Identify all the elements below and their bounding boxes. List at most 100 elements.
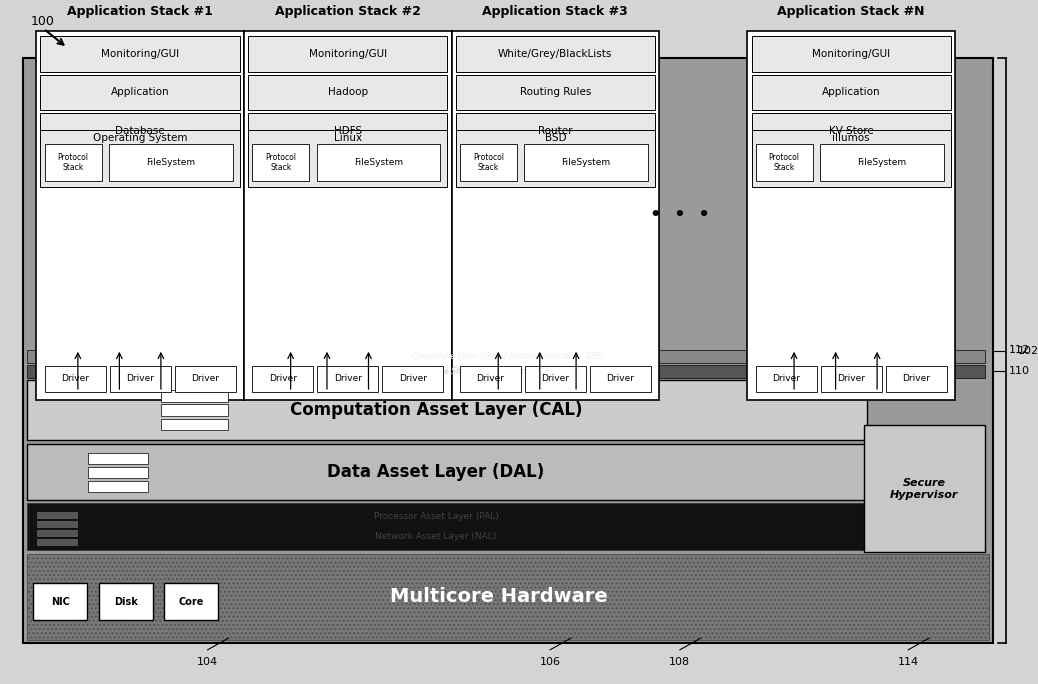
Bar xyxy=(248,113,447,148)
Bar xyxy=(456,36,655,72)
Text: Application Stack #1: Application Stack #1 xyxy=(67,5,213,18)
Text: Driver: Driver xyxy=(902,374,930,384)
Bar xyxy=(45,366,106,392)
Bar xyxy=(456,130,655,187)
Text: Driver: Driver xyxy=(476,374,504,384)
Text: BSD: BSD xyxy=(545,133,566,144)
Bar xyxy=(23,58,993,643)
Bar xyxy=(40,130,240,187)
Text: Application: Application xyxy=(822,88,880,97)
Text: Earthplane Shim (Virtualization Interface - VT-x, VT-d): Earthplane Shim (Virtualization Interfac… xyxy=(407,367,610,376)
Text: Protocol
Stack: Protocol Stack xyxy=(473,153,503,172)
Bar xyxy=(36,31,244,400)
Text: Protocol
Stack: Protocol Stack xyxy=(266,153,296,172)
Text: Driver: Driver xyxy=(191,374,219,384)
Text: FileSystem: FileSystem xyxy=(562,158,610,167)
Text: HDFS: HDFS xyxy=(333,126,362,135)
Text: Driver: Driver xyxy=(334,374,361,384)
Bar xyxy=(456,113,655,148)
Bar xyxy=(752,75,951,110)
Bar xyxy=(821,366,881,392)
Bar xyxy=(40,75,240,110)
Text: Protocol
Stack: Protocol Stack xyxy=(58,153,88,172)
Bar xyxy=(45,144,102,181)
Text: Driver: Driver xyxy=(269,374,297,384)
Text: Operating System: Operating System xyxy=(92,133,188,144)
Bar xyxy=(252,366,313,392)
Text: Routing Rules: Routing Rules xyxy=(520,88,591,97)
Bar xyxy=(864,425,985,552)
Text: Driver: Driver xyxy=(838,374,865,384)
Text: Monitoring/GUI: Monitoring/GUI xyxy=(101,49,180,59)
Bar xyxy=(248,36,447,72)
Text: Computation Asset Layer (CAL): Computation Asset Layer (CAL) xyxy=(290,402,582,419)
Bar xyxy=(33,583,87,620)
Bar xyxy=(885,366,947,392)
Text: Driver: Driver xyxy=(399,374,427,384)
Bar xyxy=(27,365,985,378)
Bar xyxy=(99,583,153,620)
Text: White/Grey/BlackLists: White/Grey/BlackLists xyxy=(498,49,612,59)
Text: FileSystem: FileSystem xyxy=(857,158,906,167)
Bar xyxy=(27,350,985,363)
Text: •  •  •: • • • xyxy=(650,207,710,224)
Bar xyxy=(110,366,170,392)
Text: Monitoring/GUI: Monitoring/GUI xyxy=(812,49,891,59)
Text: Processor Asset Layer (PAL): Processor Asset Layer (PAL) xyxy=(374,512,498,521)
Bar xyxy=(525,366,585,392)
Bar xyxy=(752,113,951,148)
Bar xyxy=(161,419,228,430)
Text: Protocol
Stack: Protocol Stack xyxy=(769,153,799,172)
Text: Data Asset Layer (DAL): Data Asset Layer (DAL) xyxy=(327,463,545,481)
Text: Application Stack #N: Application Stack #N xyxy=(777,5,925,18)
Text: 110: 110 xyxy=(1009,367,1030,376)
Bar xyxy=(317,144,440,181)
Text: Driver: Driver xyxy=(61,374,89,384)
Text: 104: 104 xyxy=(197,657,218,667)
Text: Secure
Hypervisor: Secure Hypervisor xyxy=(891,478,958,499)
Text: illumos: illumos xyxy=(832,133,870,144)
Text: Driver: Driver xyxy=(606,374,634,384)
Text: KV Store: KV Store xyxy=(828,126,874,135)
Text: Driver: Driver xyxy=(127,374,154,384)
Bar xyxy=(109,144,233,181)
Bar xyxy=(820,144,944,181)
Text: Driver: Driver xyxy=(772,374,800,384)
Bar xyxy=(460,144,517,181)
Bar xyxy=(40,113,240,148)
Text: Hadoop: Hadoop xyxy=(328,88,367,97)
Bar xyxy=(460,366,521,392)
Text: FileSystem: FileSystem xyxy=(146,158,195,167)
Bar xyxy=(37,539,77,545)
Text: NIC: NIC xyxy=(51,596,70,607)
Bar xyxy=(248,75,447,110)
Bar xyxy=(27,503,867,550)
Bar xyxy=(88,467,148,478)
Text: 112: 112 xyxy=(1009,345,1030,354)
Bar xyxy=(88,481,148,492)
Bar xyxy=(88,453,148,464)
Text: 114: 114 xyxy=(898,657,919,667)
Bar xyxy=(382,366,443,392)
Text: 108: 108 xyxy=(670,657,690,667)
Bar xyxy=(40,36,240,72)
Text: 102: 102 xyxy=(1018,345,1038,356)
Bar xyxy=(452,31,659,400)
Bar xyxy=(456,75,655,110)
Bar xyxy=(27,554,989,640)
Bar xyxy=(318,366,378,392)
Bar xyxy=(756,144,813,181)
Bar xyxy=(164,583,218,620)
Bar xyxy=(174,366,236,392)
Bar xyxy=(752,130,951,187)
Bar xyxy=(161,404,228,416)
Text: 106: 106 xyxy=(540,657,561,667)
Bar xyxy=(524,144,648,181)
Text: Router: Router xyxy=(538,126,573,135)
Bar xyxy=(747,31,955,400)
Text: FileSystem: FileSystem xyxy=(354,158,403,167)
Bar xyxy=(752,36,951,72)
Bar xyxy=(37,530,77,536)
Text: Core: Core xyxy=(179,596,203,607)
Text: Disk: Disk xyxy=(113,596,138,607)
